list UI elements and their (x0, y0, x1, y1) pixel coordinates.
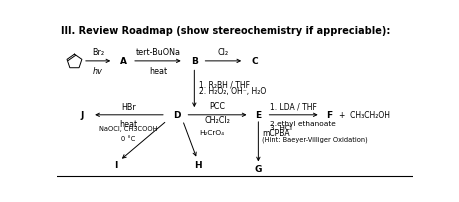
Text: NaOCl, CH3COOH: NaOCl, CH3COOH (99, 126, 158, 132)
Text: Br₂: Br₂ (92, 47, 104, 56)
Text: B: B (191, 57, 198, 66)
Text: I: I (114, 160, 118, 169)
Text: J: J (81, 111, 84, 120)
Text: 2. H₂O₂, OH⁻, H₂O: 2. H₂O₂, OH⁻, H₂O (199, 87, 266, 96)
Text: heat: heat (149, 67, 167, 76)
Text: 1. R₂BH / THF: 1. R₂BH / THF (199, 80, 250, 89)
Text: H₂CrO₄: H₂CrO₄ (199, 129, 224, 135)
Text: hv: hv (93, 67, 103, 76)
Text: Cl₂: Cl₂ (218, 47, 229, 56)
Text: heat: heat (119, 119, 138, 128)
Text: III. Review Roadmap (show stereochemistry if appreciable):: III. Review Roadmap (show stereochemistr… (61, 26, 390, 36)
Text: 2.ethyl ethanoate: 2.ethyl ethanoate (270, 120, 336, 126)
Text: 0 °C: 0 °C (121, 136, 136, 141)
Text: D: D (173, 111, 180, 120)
Text: tert-BuONa: tert-BuONa (135, 47, 180, 56)
Text: F: F (326, 111, 333, 120)
Text: A: A (120, 57, 127, 66)
Text: (Hint: Baeyer-Villiger Oxidation): (Hint: Baeyer-Villiger Oxidation) (262, 136, 368, 142)
Text: E: E (255, 111, 262, 120)
Text: 3. HCl: 3. HCl (270, 125, 292, 130)
Text: HBr: HBr (121, 102, 136, 111)
Text: mCPBA: mCPBA (262, 129, 290, 138)
Text: H: H (194, 160, 202, 169)
Text: G: G (255, 164, 262, 173)
Text: 1. LDA / THF: 1. LDA / THF (270, 102, 317, 111)
Text: CH₂Cl₂: CH₂Cl₂ (205, 116, 230, 124)
Text: +  CH₃CH₂OH: + CH₃CH₂OH (340, 111, 391, 120)
Text: C: C (252, 57, 258, 66)
Text: PCC: PCC (209, 102, 225, 111)
